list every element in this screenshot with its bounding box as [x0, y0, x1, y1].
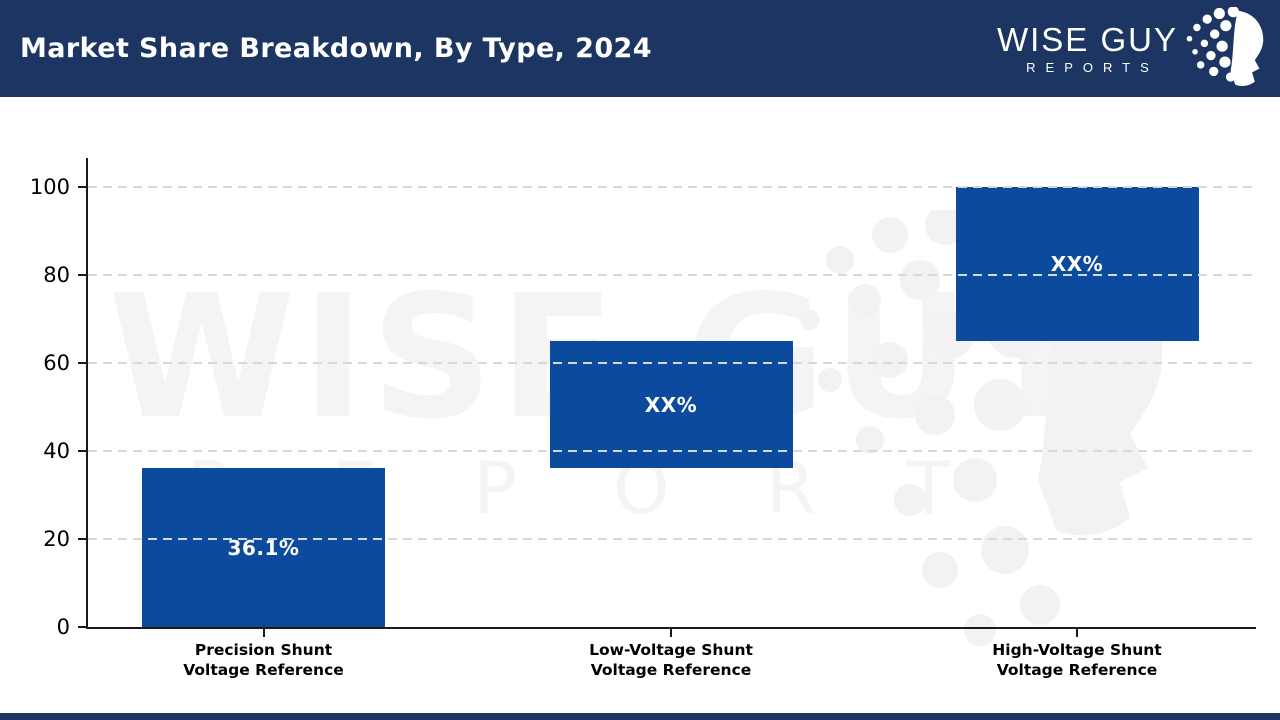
page-title: Market Share Breakdown, By Type, 2024 — [20, 33, 652, 64]
wiseguy-logo: WISE GUY REPORTS — [996, 6, 1266, 91]
header-bar: Market Share Breakdown, By Type, 2024 WI… — [0, 0, 1280, 97]
x-category-label-line: Low-Voltage Shunt — [589, 641, 753, 659]
gridline-80 — [88, 274, 1255, 276]
gridline-40 — [88, 450, 1255, 452]
x-category-label-line: Voltage Reference — [183, 661, 344, 679]
y-tick-label: 0 — [56, 615, 70, 639]
logo-face-icon — [1186, 6, 1264, 86]
logo-wordmark-sub: REPORTS — [1026, 59, 1159, 75]
gridline-100 — [88, 186, 1255, 188]
x-category-label: High-Voltage Shunt Voltage Reference — [917, 640, 1237, 680]
y-tick-label: 60 — [43, 351, 70, 375]
y-tick-mark — [78, 538, 86, 540]
x-category-label: Precision Shunt Voltage Reference — [104, 640, 424, 680]
y-tick-label: 20 — [43, 527, 70, 551]
x-category-label-line: Precision Shunt — [194, 641, 333, 659]
logo-wordmark-main: WISE GUY — [996, 20, 1178, 58]
x-category-label-line: Voltage Reference — [996, 661, 1158, 679]
x-axis-line — [86, 627, 1256, 629]
x-tick-mark — [670, 629, 672, 637]
y-tick-mark — [78, 274, 86, 276]
y-tick-label: 40 — [43, 439, 70, 463]
y-tick-label: 80 — [43, 263, 70, 287]
y-tick-mark — [78, 450, 86, 452]
bar-value-label: XX% — [644, 392, 698, 417]
bar-segment: XX% — [955, 187, 1199, 341]
y-tick-mark — [78, 186, 86, 188]
x-tick-mark — [262, 629, 265, 637]
bar-segment: 36.1% — [142, 468, 385, 627]
footer-bar — [0, 713, 1280, 720]
y-axis-line — [86, 158, 88, 629]
logo-wordmark: WISE GUY REPORTS — [996, 20, 1178, 75]
x-tick-mark — [1076, 629, 1078, 637]
y-tick-mark — [78, 626, 86, 628]
gridline-20 — [88, 538, 1255, 540]
x-category-label-line: Voltage Reference — [590, 661, 752, 679]
bar-value-label: XX% — [1050, 252, 1104, 276]
y-tick-mark — [78, 362, 86, 364]
gridline-60 — [88, 362, 1255, 364]
x-category-label: Low-Voltage Shunt Voltage Reference — [511, 640, 831, 680]
x-category-label-line: High-Voltage Shunt — [992, 641, 1162, 659]
y-tick-label: 100 — [29, 175, 70, 199]
